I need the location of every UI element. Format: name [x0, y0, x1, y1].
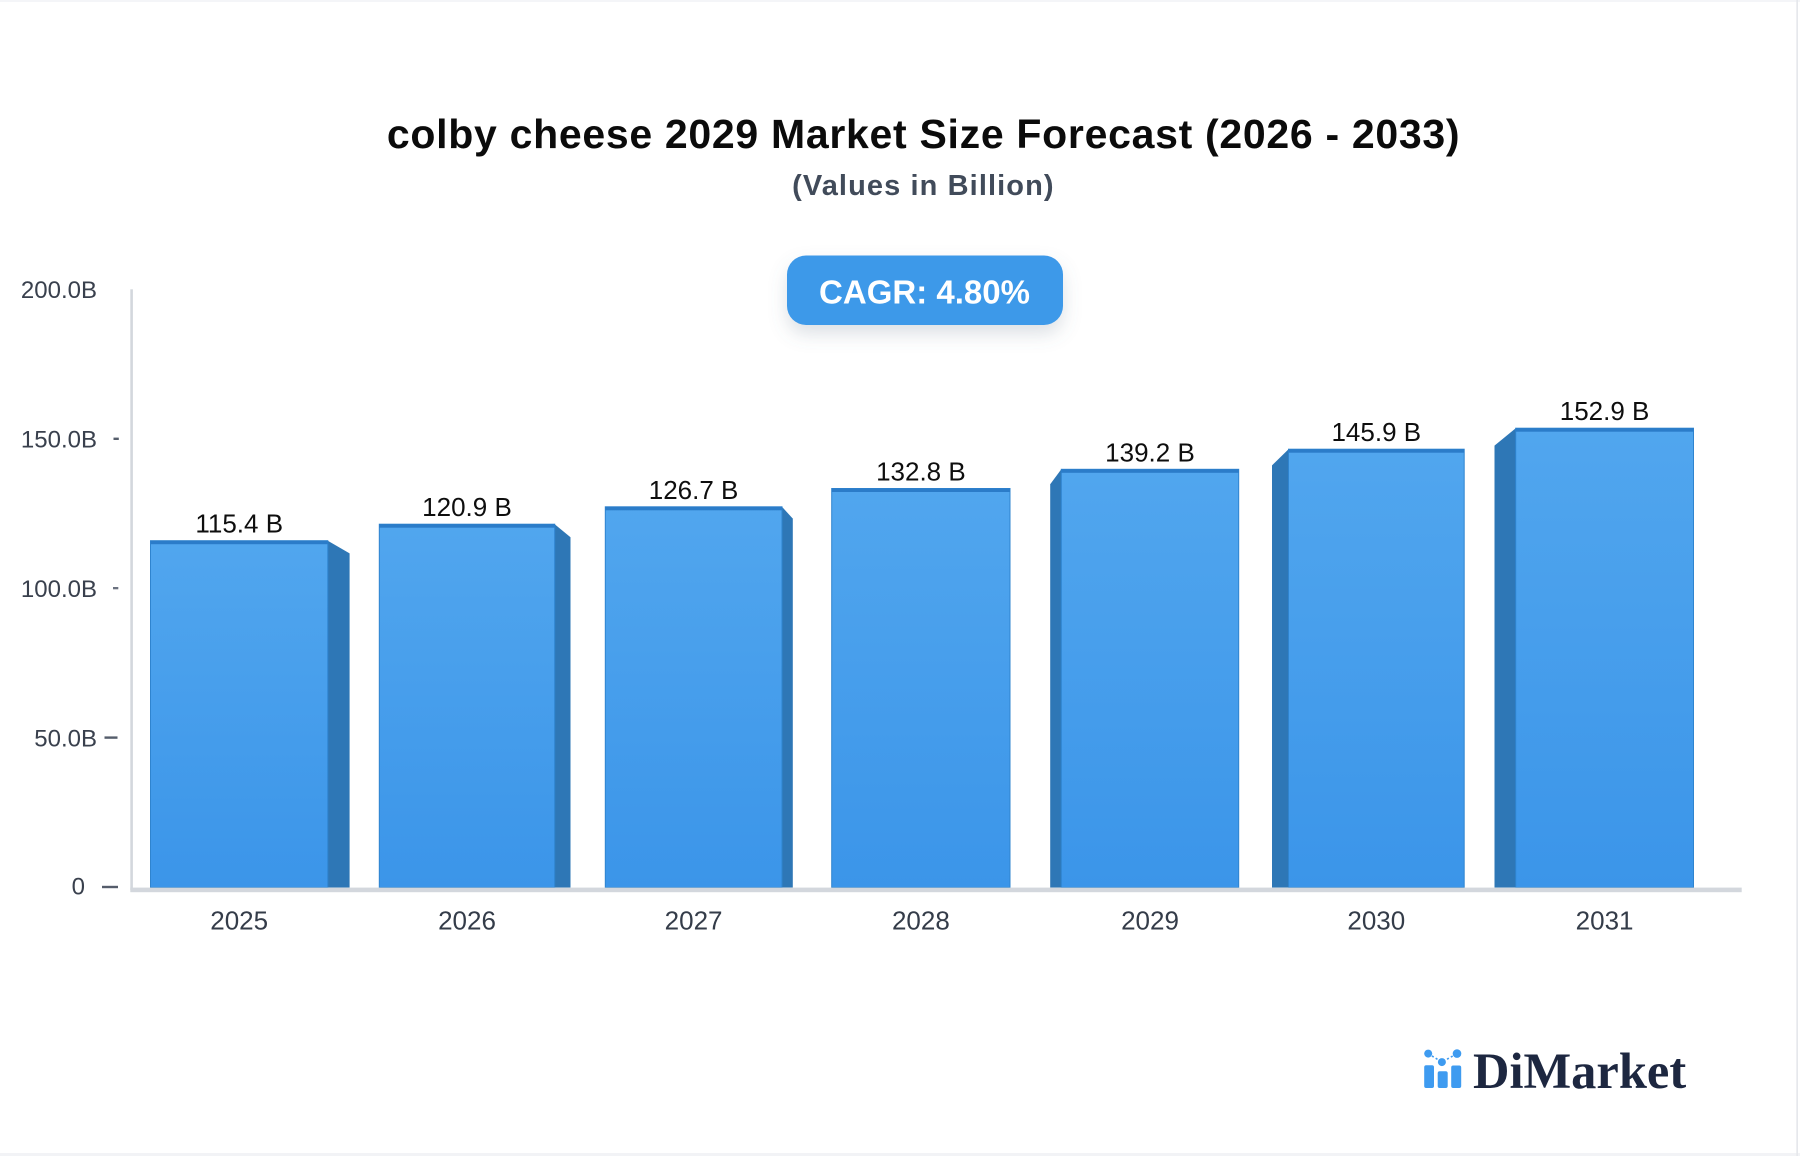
- svg-text:100.0B: 100.0B: [21, 576, 97, 603]
- svg-text:2026: 2026: [438, 906, 496, 936]
- svg-text:200.0B: 200.0B: [21, 277, 97, 304]
- svg-text:2031: 2031: [1576, 906, 1634, 936]
- svg-text:0: 0: [72, 874, 85, 901]
- svg-text:150.0B: 150.0B: [21, 427, 97, 454]
- svg-text:2025: 2025: [210, 906, 268, 936]
- svg-text:(Values in Billion): (Values in Billion): [792, 170, 1055, 202]
- svg-text:126.7 B: 126.7 B: [649, 475, 739, 505]
- svg-text:132.8 B: 132.8 B: [876, 457, 966, 487]
- svg-text:2027: 2027: [665, 906, 723, 936]
- svg-text:2028: 2028: [892, 906, 950, 936]
- svg-text:115.4 B: 115.4 B: [195, 509, 283, 539]
- svg-text:2030: 2030: [1347, 906, 1405, 936]
- svg-text:CAGR: 4.80%: CAGR: 4.80%: [819, 273, 1030, 310]
- svg-text:152.9 B: 152.9 B: [1560, 396, 1650, 426]
- svg-text:139.2 B: 139.2 B: [1105, 437, 1195, 467]
- svg-text:2029: 2029: [1121, 906, 1179, 936]
- svg-text:DiMarket: DiMarket: [1473, 1043, 1686, 1099]
- svg-text:120.9 B: 120.9 B: [422, 492, 512, 522]
- svg-text:50.0B: 50.0B: [34, 725, 97, 752]
- svg-text:colby cheese 2029 Market Size: colby cheese 2029 Market Size Forecast (…: [387, 111, 1460, 157]
- svg-text:145.9 B: 145.9 B: [1331, 417, 1421, 447]
